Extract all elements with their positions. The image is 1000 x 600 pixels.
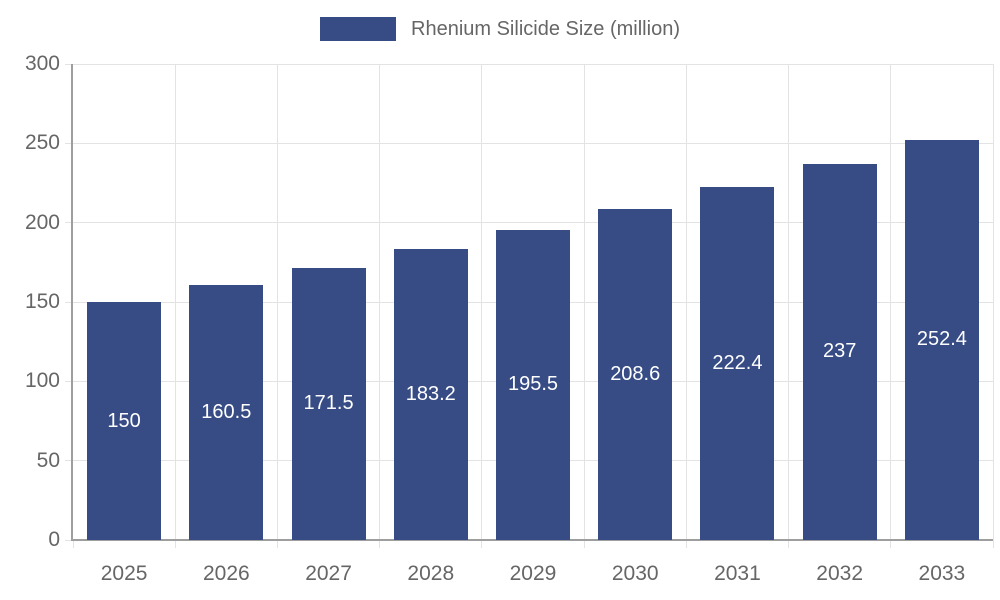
y-tick-label: 0 <box>48 528 60 551</box>
gridline-y-300 <box>65 63 993 65</box>
gridline-x <box>276 64 278 540</box>
bar-2028[interactable]: 183.2 <box>393 249 468 540</box>
bar-2033[interactable]: 252.4 <box>904 139 979 540</box>
bar-value-label: 160.5 <box>201 401 252 424</box>
bar-2026[interactable]: 160.5 <box>189 285 264 540</box>
x-tick-label-2027: 2027 <box>305 562 352 585</box>
x-tick-label-2025: 2025 <box>100 562 148 585</box>
x-tick <box>992 540 994 548</box>
bar-value-label: 183.2 <box>405 383 456 406</box>
x-tick <box>685 540 687 548</box>
bar-value-label: 208.6 <box>610 363 661 385</box>
x-tick-label-2026: 2026 <box>202 562 250 585</box>
y-tick-label: 150 <box>24 290 60 313</box>
x-tick <box>583 540 585 548</box>
gridline-x <box>685 64 687 540</box>
x-tick-label-2030: 2030 <box>611 562 659 585</box>
gridline-x <box>481 64 483 540</box>
x-tick <box>72 540 74 548</box>
bar-value-label: 222.4 <box>712 352 763 375</box>
legend-swatch <box>320 17 396 41</box>
y-axis-line <box>71 64 73 540</box>
x-tick-label-2031: 2031 <box>714 562 761 585</box>
gridline-y-250 <box>65 142 993 144</box>
x-tick <box>890 540 892 548</box>
gridline-x <box>174 64 176 540</box>
x-tick <box>174 540 176 548</box>
x-axis-line <box>71 539 993 541</box>
y-tick-label: 100 <box>24 369 60 393</box>
x-tick <box>379 540 381 548</box>
bar-2029[interactable]: 195.5 <box>496 229 570 540</box>
y-tick-label: 300 <box>24 52 60 75</box>
bar-value-label: 237 <box>822 340 857 363</box>
gridline-x <box>788 64 790 540</box>
bar-2025[interactable]: 150 <box>87 302 162 540</box>
y-tick-label: 200 <box>24 210 60 234</box>
x-tick <box>788 540 790 548</box>
x-tick-label-2033: 2033 <box>918 562 966 585</box>
bar-value-label: 150 <box>107 409 141 432</box>
y-tick-label: 50 <box>36 448 60 472</box>
bar-value-label: 195.5 <box>507 373 559 396</box>
gridline-y-200 <box>65 222 993 224</box>
bar-2032[interactable]: 237 <box>802 163 877 540</box>
gridline-x <box>583 64 585 540</box>
gridline-x <box>379 64 381 540</box>
x-tick <box>481 540 483 548</box>
legend[interactable]: Rhenium Silicide Size (million) <box>0 17 1000 41</box>
gridline-x <box>992 64 994 540</box>
x-tick-label-2028: 2028 <box>407 562 455 585</box>
x-tick-label-2032: 2032 <box>816 562 864 585</box>
x-tick-label-2029: 2029 <box>509 562 557 585</box>
x-tick <box>276 540 278 548</box>
bar-value-label: 171.5 <box>303 392 354 415</box>
y-tick-label: 250 <box>24 131 60 155</box>
bar-2030[interactable]: 208.6 <box>598 209 673 540</box>
gridline-x <box>890 64 892 540</box>
bar-2031[interactable]: 222.4 <box>700 187 775 540</box>
legend-label: Rhenium Silicide Size (million) <box>411 17 680 40</box>
bar-value-label: 252.4 <box>916 328 967 351</box>
bar-2027[interactable]: 171.5 <box>291 267 366 540</box>
